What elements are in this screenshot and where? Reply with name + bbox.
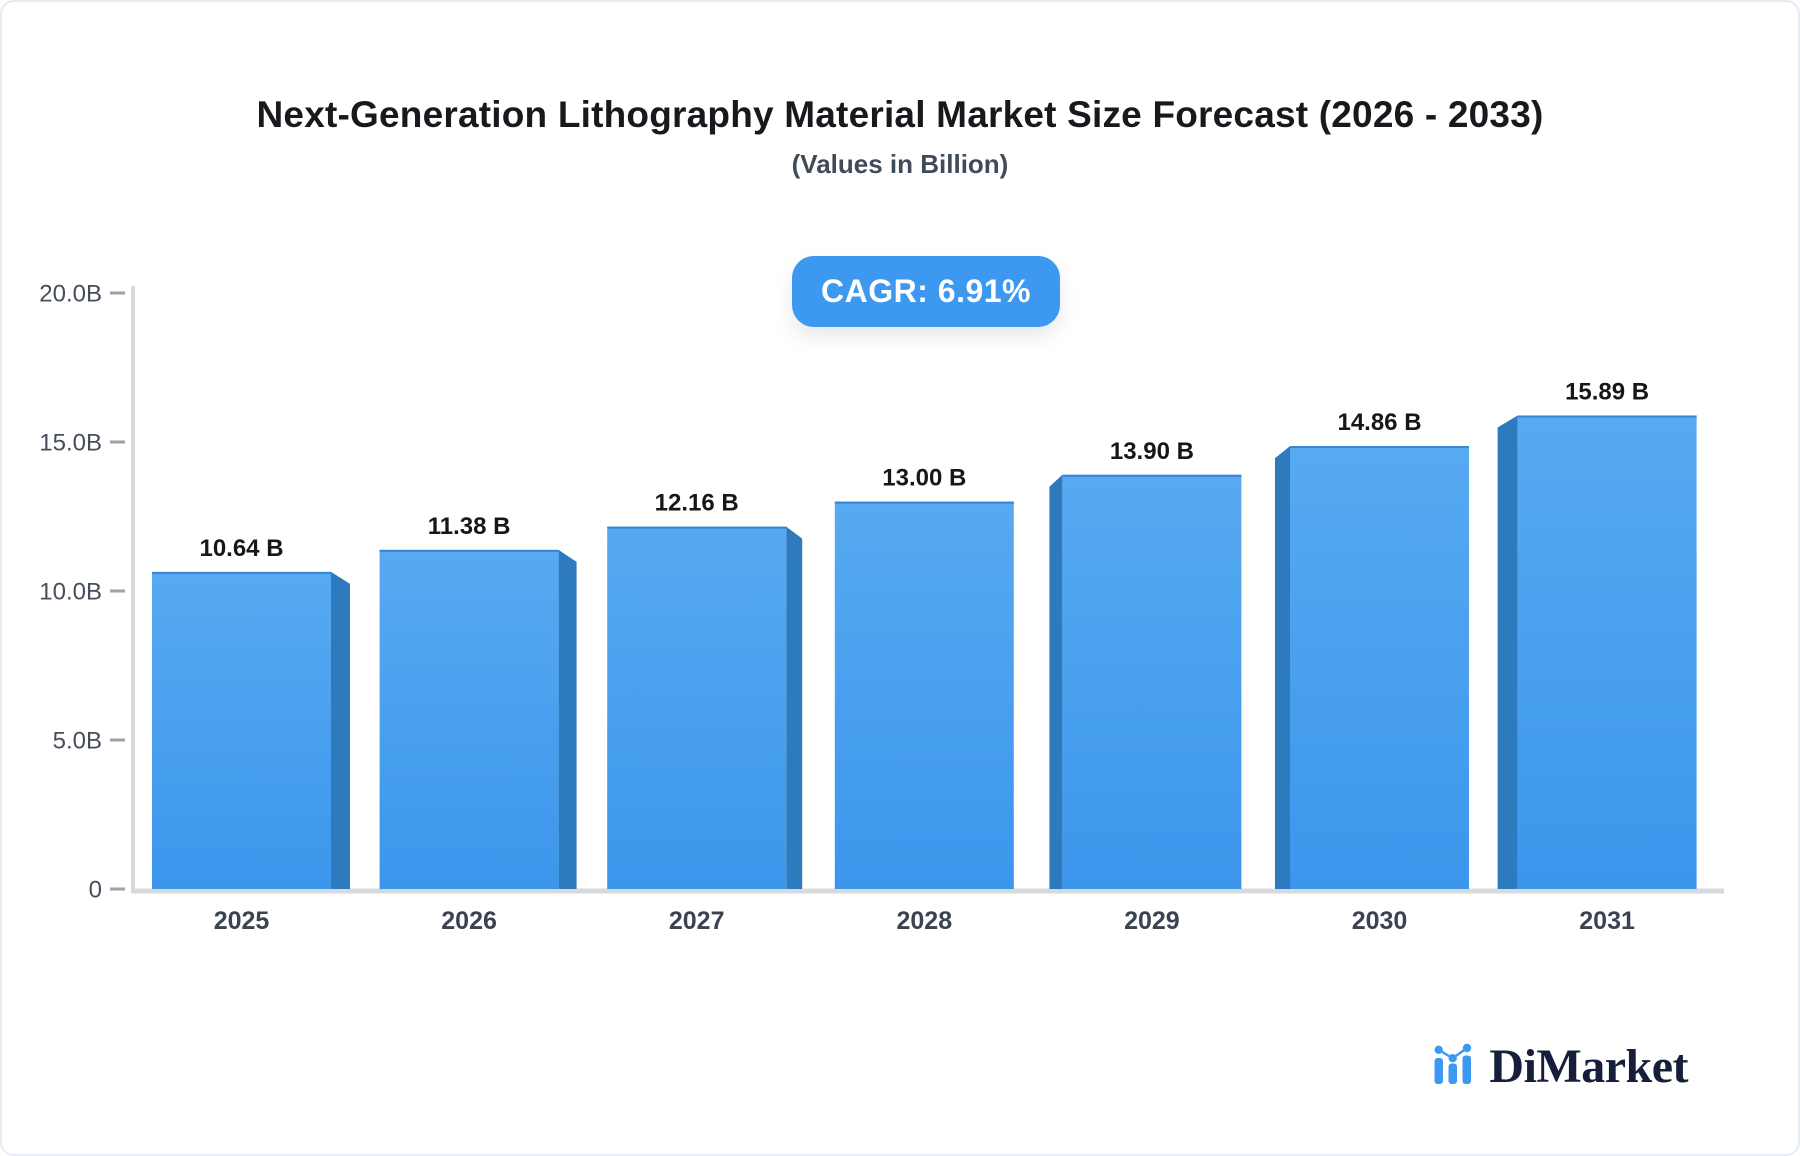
bar-value-label: 14.86 B [1337, 409, 1421, 436]
bar-value-label: 13.90 B [1110, 438, 1194, 465]
bar-value-label: 12.16 B [655, 490, 739, 517]
bar-value-label: 13.00 B [882, 465, 966, 492]
x-axis-label: 2027 [669, 907, 725, 935]
bar-line-chart-icon [1434, 1043, 1472, 1084]
y-axis-tick-label: 15.0B [39, 430, 102, 457]
bar-2028 [834, 501, 1014, 889]
bar-value-label: 10.64 B [199, 535, 283, 562]
bar-2026 [379, 549, 559, 889]
bar-2029 [1062, 474, 1242, 889]
bar-value-label: 11.38 B [428, 513, 511, 540]
bar-3d-side [331, 571, 350, 889]
bar-value-label: 15.89 B [1565, 378, 1649, 405]
bar-2027 [607, 526, 787, 889]
bar-2031 [1517, 415, 1697, 889]
y-axis-tick-label: 0 [89, 877, 102, 904]
bar-3d-side [558, 549, 577, 889]
x-axis-label: 2025 [214, 907, 270, 935]
y-axis-tick-label: 10.0B [39, 579, 102, 606]
chart-subtitle: (Values in Billion) [791, 149, 1009, 179]
bar-2025 [152, 571, 331, 889]
logo-text: DiMarket [1489, 1039, 1688, 1093]
x-axis-label: 2028 [896, 907, 952, 935]
bar-3d-side [786, 526, 803, 889]
cagr-badge-text: CAGR: 6.91% [821, 273, 1031, 309]
y-axis-tick-label: 5.0B [53, 728, 102, 755]
dimarket-logo: DiMarket [1433, 1039, 1688, 1093]
x-axis-label: 2029 [1124, 907, 1180, 935]
bar-3d-side [1049, 474, 1063, 889]
x-axis-label: 2026 [441, 907, 497, 935]
x-axis-label: 2031 [1579, 907, 1635, 935]
x-axis-label: 2030 [1352, 907, 1408, 935]
chart-title: Next-Generation Lithography Material Mar… [256, 94, 1544, 135]
bar-3d-side [1275, 446, 1290, 889]
cagr-badge: CAGR: 6.91% [792, 256, 1060, 327]
y-axis-tick-label: 20.0B [39, 281, 102, 308]
bar-2030 [1290, 446, 1469, 889]
bar-3d-side [1497, 415, 1518, 889]
